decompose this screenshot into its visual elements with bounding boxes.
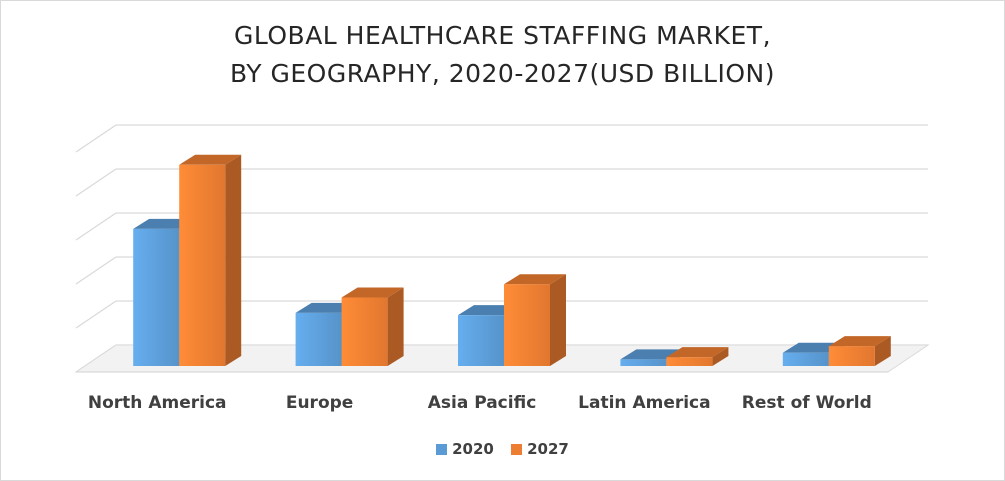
chart-title: GLOBAL HEALTHCARE STAFFING MARKET, <box>233 21 772 50</box>
bar-2027-rest-of-world <box>828 336 891 366</box>
gridline <box>75 256 928 285</box>
chart-plot: North America Europe Asia Pacific Latin Ame… <box>74 124 930 413</box>
category-label: North America <box>88 393 227 413</box>
chart-legend: 2020 2027 <box>1 440 1004 458</box>
bar-2027-asia-pacific <box>504 274 566 366</box>
legend-item-2020: 2020 <box>436 440 494 458</box>
bar-2027-north-america <box>179 154 242 366</box>
bar-2020-rest-of-world <box>782 342 845 366</box>
legend-label-2020: 2020 <box>452 440 494 458</box>
category-label: Rest of World <box>742 393 872 413</box>
category-label: Europe <box>286 393 353 413</box>
legend-label-2027: 2027 <box>527 440 569 458</box>
category-label: Asia Pacific <box>428 393 537 413</box>
bar-2027-latin-america <box>666 347 729 366</box>
legend-swatch-2027 <box>511 444 523 455</box>
bar-2027-europe <box>341 287 404 366</box>
gridline <box>75 212 928 241</box>
chart-subtitle: BY GEOGRAPHY, 2020-2027(USD BILLION) <box>230 59 775 88</box>
legend-swatch-2020 <box>436 444 448 455</box>
gridline <box>75 168 928 197</box>
category-label: Latin America <box>578 393 710 413</box>
legend-item-2027: 2027 <box>511 440 569 458</box>
gridline <box>75 124 928 153</box>
